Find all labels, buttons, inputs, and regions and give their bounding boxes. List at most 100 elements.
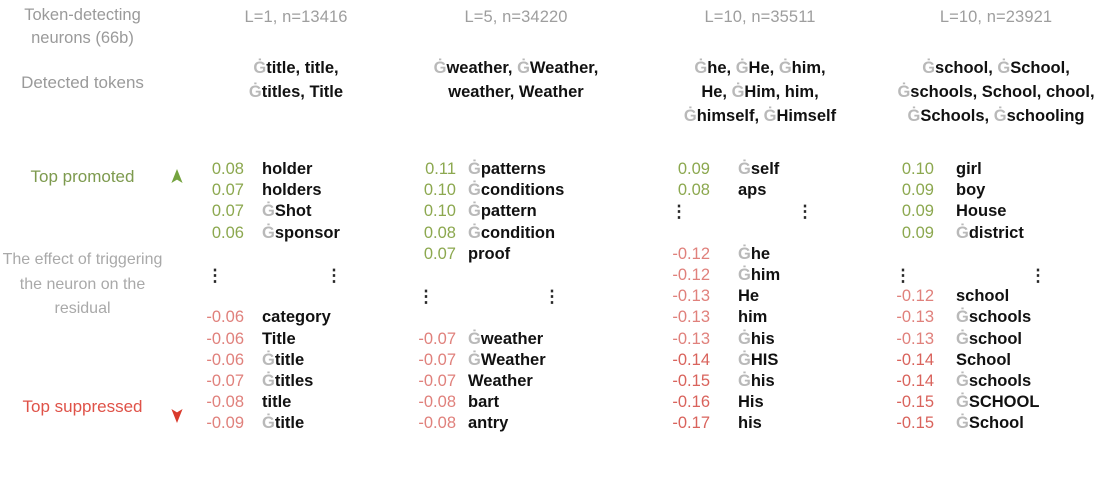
token-label: Ġpatterns xyxy=(468,160,546,179)
table-row: -0.06 Title xyxy=(186,329,406,350)
space-marker-icon: Ġ xyxy=(262,372,275,391)
token-ellipsis: ⋮ xyxy=(796,202,814,222)
detected-tokens-line: ĠSchools, Ġschooling xyxy=(907,107,1085,125)
token-label: Ġhis xyxy=(738,329,775,348)
table-row: -0.12 Ġhe xyxy=(648,244,872,265)
token-label: ĠShot xyxy=(262,202,312,221)
logit-value: 0.07 xyxy=(211,202,244,221)
neuron-meta-label: L=5, n=34220 xyxy=(464,8,568,26)
token-label: Ġschool xyxy=(956,329,1023,348)
token-label: aps xyxy=(738,181,767,200)
value-ellipsis: ⋮ xyxy=(417,287,435,307)
token-label: Ġschools xyxy=(956,372,1032,391)
figure-title: Token-detecting neurons (66b) xyxy=(24,6,141,47)
token-label: Ġself xyxy=(738,160,780,179)
table-row: -0.08 bart xyxy=(396,392,636,413)
token-label: him xyxy=(738,308,768,327)
logit-value: -0.14 xyxy=(896,372,934,391)
token-label: school xyxy=(956,287,1010,306)
table-row: 0.07 proof xyxy=(396,244,636,265)
space-marker-icon: Ġ xyxy=(738,244,751,263)
token-label: his xyxy=(738,414,762,433)
table-row: -0.13 Ġschool xyxy=(872,329,1120,350)
table-row: -0.13 him xyxy=(648,307,872,328)
table-row: 0.11 Ġpatterns xyxy=(396,159,636,180)
detected-tokens-line: Ġhimself, ĠHimself xyxy=(683,107,837,125)
promoted-suppressed-arrow-icon xyxy=(162,168,192,424)
token-label: Ġweather xyxy=(468,329,544,348)
space-marker-icon: Ġ xyxy=(738,372,751,391)
space-marker-icon: Ġ xyxy=(468,202,481,221)
space-marker-icon: Ġ xyxy=(956,414,969,433)
neuron-column: L=5, n=34220 Ġweather, ĠWeather, weather,… xyxy=(396,0,636,479)
token-label: Ġhim xyxy=(738,266,781,285)
logit-value: 0.11 xyxy=(425,160,456,179)
logit-value: -0.12 xyxy=(672,266,710,285)
token-label: ĠSCHOOL xyxy=(956,393,1040,412)
table-row: 0.09 House xyxy=(872,201,1120,222)
token-ellipsis: ⋮ xyxy=(325,266,343,286)
detected-tokens-line: weather, Weather xyxy=(448,83,584,101)
detected-tokens-list: Ġhe, ĠHe, Ġhim, He, ĠHim, him, Ġhimself, Ġ… xyxy=(648,56,872,128)
space-marker-icon: Ġ xyxy=(468,329,481,348)
logit-value: -0.14 xyxy=(672,350,710,369)
value-ellipsis: ⋮ xyxy=(206,266,224,286)
logit-value: -0.15 xyxy=(896,393,934,412)
logit-value: -0.06 xyxy=(206,350,244,369)
token-label: Title xyxy=(262,329,296,348)
table-row: -0.16 His xyxy=(648,392,872,413)
token-label: He xyxy=(738,287,760,306)
token-label: girl xyxy=(956,160,982,179)
logit-value: -0.06 xyxy=(206,308,244,327)
space-marker-icon: Ġ xyxy=(468,181,481,200)
space-marker-icon: Ġ xyxy=(738,160,751,179)
logit-value: 0.07 xyxy=(211,181,244,200)
token-label: ĠHIS xyxy=(738,350,779,369)
space-marker-icon: Ġ xyxy=(956,372,969,391)
table-row: 0.10 Ġconditions xyxy=(396,180,636,201)
logit-value: 0.10 xyxy=(901,160,934,179)
space-marker-icon: Ġ xyxy=(956,223,969,242)
token-label: Ġtitles xyxy=(262,372,314,391)
logit-value: -0.08 xyxy=(206,393,244,412)
neuron-meta-label: L=10, n=23921 xyxy=(939,8,1053,26)
logit-value: -0.06 xyxy=(206,329,244,348)
table-row: -0.13 He xyxy=(648,286,872,307)
logit-value: -0.12 xyxy=(896,287,934,306)
logit-value: -0.08 xyxy=(418,414,456,433)
token-label: proof xyxy=(468,244,511,263)
table-row: -0.15 ĠSchool xyxy=(872,413,1120,434)
logit-value: -0.12 xyxy=(672,244,710,263)
logit-value: -0.17 xyxy=(672,414,710,433)
logit-value: -0.16 xyxy=(672,393,710,412)
detected-tokens-label: Detected tokens xyxy=(21,73,144,92)
logit-value: -0.07 xyxy=(418,329,456,348)
table-row: ⋮ ⋮ xyxy=(396,286,636,307)
value-ellipsis: ⋮ xyxy=(894,266,912,286)
table-row: 0.10 Ġpattern xyxy=(396,201,636,222)
table-row: 0.10 girl xyxy=(872,159,1120,180)
token-label: ĠSchool xyxy=(956,414,1024,433)
token-label: holders xyxy=(262,181,322,200)
space-marker-icon: Ġ xyxy=(262,414,275,433)
logit-value: -0.13 xyxy=(896,329,934,348)
logit-value: -0.13 xyxy=(672,287,710,306)
table-row: 0.08 holder xyxy=(186,159,406,180)
detected-tokens-list: Ġweather, ĠWeather, weather, Weather xyxy=(396,56,636,104)
detected-tokens-line: He, ĠHim, him, xyxy=(701,83,819,101)
token-label: Ġpattern xyxy=(468,202,537,221)
logit-value: 0.09 xyxy=(677,160,710,179)
token-label: Ġschools xyxy=(956,308,1032,327)
detected-tokens-line: Ġhe, ĠHe, Ġhim, xyxy=(694,59,826,77)
detected-tokens-list: Ġtitle, title, Ġtitles, Title xyxy=(186,56,406,104)
space-marker-icon: Ġ xyxy=(956,393,969,412)
token-ellipsis: ⋮ xyxy=(1029,266,1047,286)
detected-tokens-line: Ġtitle, title, xyxy=(253,59,339,77)
logit-value: -0.15 xyxy=(896,414,934,433)
detected-tokens-list: Ġschool, ĠSchool, Ġschools, School, chool… xyxy=(872,56,1120,128)
table-row: -0.09 Ġtitle xyxy=(186,413,406,434)
logit-value: 0.08 xyxy=(677,181,710,200)
table-row: -0.15 ĠSCHOOL xyxy=(872,392,1120,413)
space-marker-icon: Ġ xyxy=(262,223,275,242)
token-label: Ġtitle xyxy=(262,414,305,433)
